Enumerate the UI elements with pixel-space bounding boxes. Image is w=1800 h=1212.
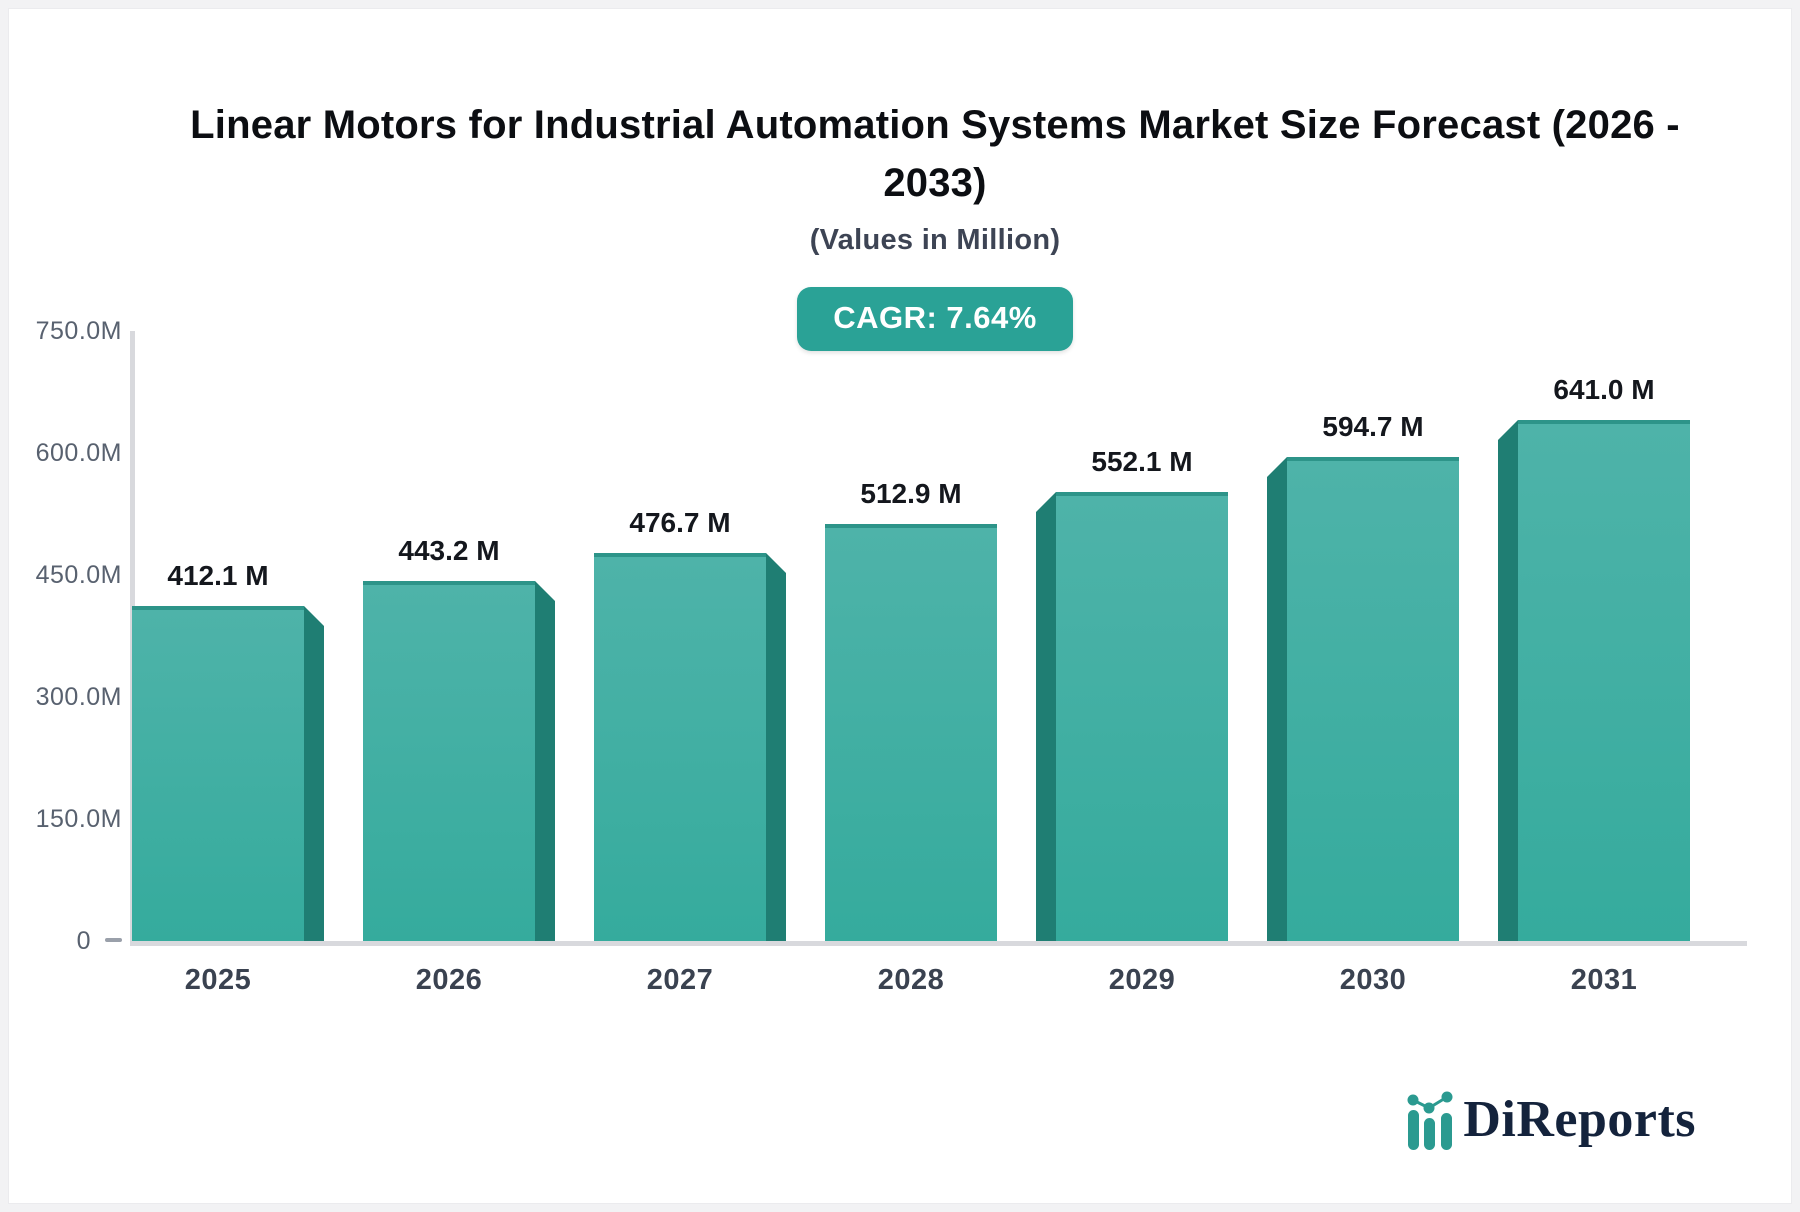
bar-value-label: 443.2 M bbox=[398, 535, 500, 566]
bar-side-face bbox=[1267, 457, 1287, 941]
y-axis-tick-label: 150.0M bbox=[35, 805, 122, 833]
bar[interactable]: 412.1 M bbox=[112, 556, 324, 941]
bar-side-face bbox=[535, 581, 555, 941]
zero-tick-mark bbox=[105, 938, 122, 943]
chart-title-line2: 2033) bbox=[883, 161, 987, 205]
cagr-badge: CAGR: 7.64% bbox=[797, 287, 1073, 351]
x-axis-label: 2030 bbox=[1339, 964, 1407, 996]
bar-side-face bbox=[304, 606, 324, 941]
x-axis-label: 2027 bbox=[646, 964, 714, 996]
y-axis-tick-label: 750.0M bbox=[35, 317, 122, 345]
x-axis-label: 2025 bbox=[184, 964, 252, 996]
x-axis-label: 2028 bbox=[877, 964, 945, 996]
bar[interactable]: 641.0 M bbox=[1498, 370, 1710, 941]
bar-front-face bbox=[132, 606, 304, 941]
bar-value-label: 512.9 M bbox=[860, 478, 962, 509]
bar[interactable]: 443.2 M bbox=[343, 531, 555, 941]
bar-front-face bbox=[363, 581, 535, 941]
bar[interactable]: 512.9 M bbox=[805, 474, 1017, 941]
bar-value-label: 412.1 M bbox=[167, 560, 269, 591]
x-axis-label: 2026 bbox=[415, 964, 483, 996]
direports-logo-text: DiReports bbox=[1463, 1091, 1696, 1148]
bar-front-face bbox=[1287, 457, 1459, 941]
x-axis-label: 2031 bbox=[1570, 964, 1638, 996]
x-axis-line bbox=[130, 941, 1747, 946]
y-axis-tick-label: 0 bbox=[0, 925, 122, 957]
bar-front-face bbox=[825, 524, 997, 941]
chart-header: Linear Motors for Industrial Automation … bbox=[128, 96, 1742, 351]
bar-value-label: 476.7 M bbox=[629, 507, 731, 538]
bar-front-face bbox=[594, 553, 766, 941]
y-axis-tick-label: 600.0M bbox=[35, 439, 122, 467]
bar-side-face bbox=[1036, 492, 1056, 941]
bar-value-label: 552.1 M bbox=[1091, 446, 1193, 477]
bar-front-face bbox=[1056, 492, 1228, 941]
direports-logo-icon bbox=[1407, 1091, 1453, 1150]
bar[interactable]: 594.7 M bbox=[1267, 407, 1479, 941]
x-axis-label: 2029 bbox=[1108, 964, 1176, 996]
bar-value-label: 641.0 M bbox=[1553, 374, 1655, 405]
bar-front-face bbox=[1518, 420, 1690, 941]
bar-side-face bbox=[1498, 420, 1518, 941]
bar-side-face bbox=[766, 553, 786, 941]
y-axis-tick-label: 450.0M bbox=[35, 561, 122, 589]
chart-subtitle: (Values in Million) bbox=[809, 224, 1061, 256]
bar[interactable]: 476.7 M bbox=[574, 503, 786, 941]
bar-value-label: 594.7 M bbox=[1322, 411, 1424, 442]
bar[interactable]: 552.1 M bbox=[1036, 442, 1248, 941]
chart-title-line1: Linear Motors for Industrial Automation … bbox=[190, 103, 1680, 147]
y-axis-tick-label: 300.0M bbox=[35, 683, 122, 711]
direports-logo: DiReports bbox=[1407, 1086, 1696, 1150]
